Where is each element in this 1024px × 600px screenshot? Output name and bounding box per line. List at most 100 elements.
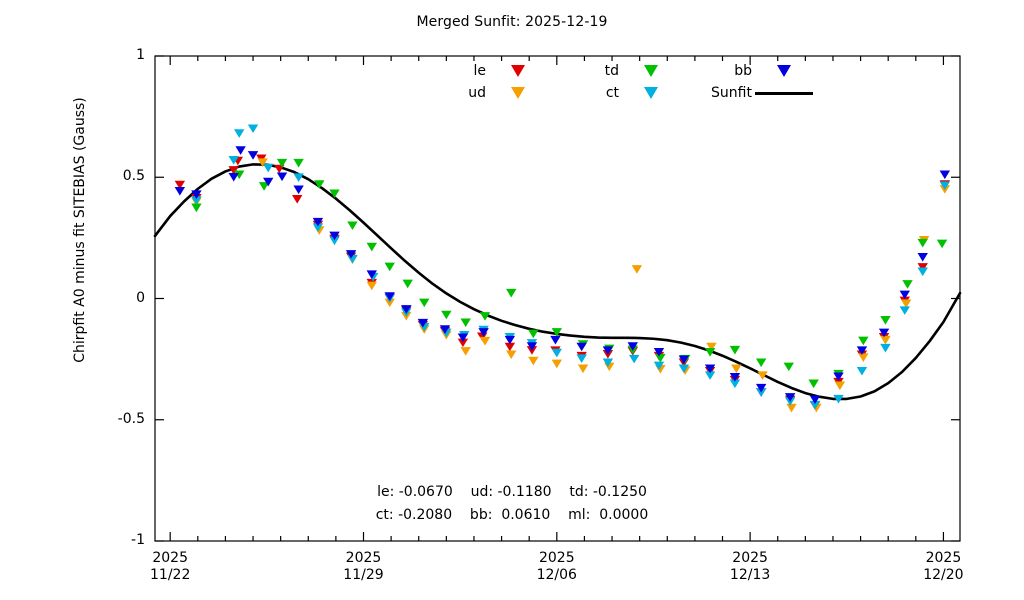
data-point bbox=[899, 306, 910, 315]
legend-label-bb: bb bbox=[734, 63, 752, 79]
data-point bbox=[401, 305, 412, 314]
legend-symbol-sunfit bbox=[752, 91, 816, 95]
x-tick-date: 12/06 bbox=[536, 567, 577, 583]
data-point bbox=[366, 270, 377, 280]
data-point bbox=[834, 381, 846, 391]
data-point bbox=[902, 280, 913, 289]
data-point bbox=[478, 328, 489, 337]
data-point bbox=[191, 196, 202, 205]
data-point bbox=[808, 379, 819, 389]
data-point bbox=[329, 231, 340, 241]
data-point bbox=[191, 190, 202, 200]
chart-title: Merged Sunfit: 2025-12-19 bbox=[416, 14, 608, 30]
data-point bbox=[528, 329, 539, 339]
data-point bbox=[783, 362, 794, 372]
x-tick-year: 2025 bbox=[345, 550, 382, 566]
data-point bbox=[235, 146, 246, 155]
series-bb bbox=[174, 146, 951, 405]
series-ct bbox=[191, 124, 951, 410]
data-point bbox=[786, 403, 797, 413]
data-point bbox=[293, 158, 304, 168]
data-point bbox=[678, 364, 690, 374]
legend-label-le: le bbox=[473, 63, 486, 79]
data-point bbox=[731, 364, 742, 374]
data-point bbox=[755, 383, 767, 393]
data-point bbox=[460, 347, 471, 356]
data-point bbox=[276, 158, 288, 168]
data-point bbox=[704, 348, 716, 357]
data-point bbox=[228, 155, 239, 165]
data-point bbox=[784, 393, 796, 402]
annotation-line-2: ct: -0.2080 bb: 0.0610 ml: 0.0000 bbox=[375, 507, 649, 523]
legend: le td bb ud ct Sunfit bbox=[420, 60, 820, 104]
data-point bbox=[678, 355, 690, 365]
data-point bbox=[833, 394, 844, 404]
data-point bbox=[504, 342, 516, 352]
data-point bbox=[809, 395, 821, 405]
x-tick-date: 11/22 bbox=[150, 567, 191, 583]
data-point bbox=[366, 281, 377, 291]
data-point bbox=[706, 342, 717, 352]
x-tick-year: 2025 bbox=[538, 550, 575, 566]
legend-entry-le[interactable]: le bbox=[420, 63, 553, 79]
x-tick-label: 2025 11/22 bbox=[110, 550, 230, 584]
legend-entry-ud[interactable]: ud bbox=[420, 85, 553, 101]
data-point bbox=[479, 336, 491, 346]
legend-entry-sunfit[interactable]: Sunfit bbox=[686, 85, 819, 101]
data-point bbox=[504, 335, 516, 345]
x-tick-label: 2025 12/13 bbox=[690, 550, 810, 584]
data-point bbox=[366, 242, 377, 252]
legend-symbol-le bbox=[486, 65, 550, 77]
x-tick-label: 2025 12/20 bbox=[883, 550, 1003, 584]
data-point bbox=[345, 250, 357, 259]
data-point bbox=[755, 358, 767, 368]
legend-entry-td[interactable]: td bbox=[553, 63, 686, 79]
x-tick-date: 12/20 bbox=[923, 567, 964, 583]
legend-row: ud ct Sunfit bbox=[420, 82, 820, 104]
data-point bbox=[174, 187, 186, 196]
data-point bbox=[880, 335, 891, 345]
data-point bbox=[263, 177, 274, 187]
data-point bbox=[384, 262, 395, 272]
data-point bbox=[441, 310, 452, 320]
data-point bbox=[312, 223, 324, 232]
legend-symbol-td bbox=[619, 65, 683, 77]
data-point bbox=[292, 195, 303, 204]
data-point bbox=[755, 388, 767, 397]
data-point bbox=[551, 359, 563, 369]
data-point bbox=[917, 263, 928, 272]
data-point bbox=[506, 350, 517, 360]
data-point bbox=[228, 166, 239, 175]
data-point bbox=[551, 328, 563, 337]
data-point bbox=[729, 379, 741, 389]
data-point bbox=[576, 342, 587, 352]
data-point bbox=[704, 364, 716, 374]
data-point bbox=[653, 348, 665, 357]
data-point bbox=[384, 298, 395, 308]
data-point bbox=[276, 172, 288, 182]
data-point bbox=[257, 158, 268, 167]
data-point bbox=[704, 371, 716, 380]
legend-symbol-ud bbox=[486, 87, 550, 99]
y-tick-label: 0.5 bbox=[122, 168, 145, 185]
legend-entry-bb[interactable]: bb bbox=[686, 63, 819, 79]
series-le bbox=[174, 154, 951, 410]
data-point bbox=[939, 181, 951, 191]
data-point bbox=[293, 173, 304, 183]
legend-symbol-ct bbox=[619, 87, 683, 99]
legend-label-ud: ud bbox=[468, 85, 486, 101]
data-point bbox=[628, 354, 640, 364]
data-point bbox=[627, 342, 638, 351]
x-tick-label: 2025 12/06 bbox=[497, 550, 617, 584]
data-point bbox=[293, 185, 304, 195]
data-point bbox=[880, 343, 891, 353]
data-point bbox=[809, 400, 821, 410]
legend-entry-ct[interactable]: ct bbox=[553, 85, 686, 101]
data-point bbox=[899, 290, 910, 300]
x-tick-date: 11/29 bbox=[343, 567, 384, 583]
annotation-line-1: le: -0.0670 ud: -0.1180 td: -0.1250 bbox=[377, 484, 647, 500]
data-point bbox=[234, 170, 245, 180]
data-point bbox=[419, 298, 430, 308]
